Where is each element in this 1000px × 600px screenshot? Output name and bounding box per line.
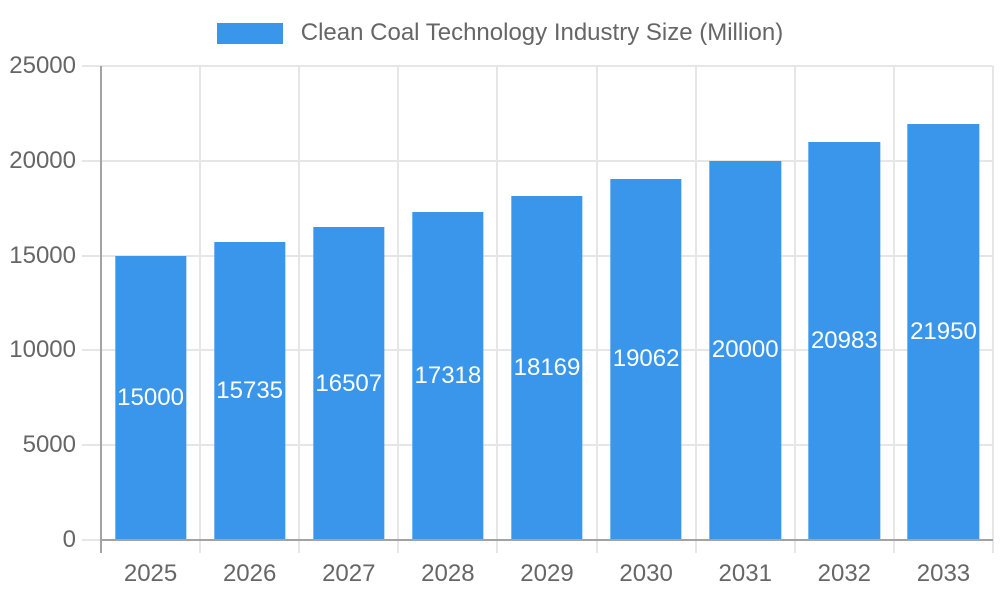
x-tick-label: 2027 [322, 560, 376, 587]
vertical-gridline [992, 66, 994, 553]
bar-value-label: 20983 [810, 327, 878, 355]
chart-legend-item[interactable]: Clean Coal Technology Industry Size (Mil… [0, 19, 1000, 47]
vertical-gridline [793, 66, 796, 553]
x-tick-label: 2032 [817, 560, 872, 587]
bar-value-label: 21950 [910, 317, 977, 345]
x-tick-label: 2025 [123, 560, 178, 587]
bar-value-label: 17318 [414, 361, 482, 389]
x-tick-label: 2029 [520, 560, 574, 587]
bar-2026[interactable] [213, 241, 286, 540]
bar-2031[interactable] [709, 160, 781, 540]
vertical-gridline [397, 66, 400, 553]
bar-2027[interactable] [313, 227, 385, 540]
horizontal-gridline [101, 65, 993, 67]
vertical-gridline [694, 66, 697, 553]
bar-2029[interactable] [511, 195, 583, 540]
y-tick-label: 25000 [9, 52, 76, 79]
horizontal-gridline [101, 159, 993, 162]
y-axis-tick [82, 254, 101, 257]
y-axis-tick [82, 65, 101, 67]
bar-value-label: 15000 [117, 383, 184, 411]
legend-color-swatch [216, 22, 283, 44]
y-tick-label: 5000 [22, 431, 76, 459]
bar-value-label: 15735 [216, 376, 284, 404]
plot-area: 0 5000 10000 15000 20000 25000 15000 2025 15735 2… [9, 52, 994, 587]
x-tick-label: 2033 [916, 560, 971, 587]
x-tick-label: 2028 [421, 560, 475, 587]
bar-2033[interactable] [907, 123, 980, 540]
vertical-gridline [298, 66, 301, 553]
x-tick-label: 2031 [718, 560, 772, 587]
vertical-gridline [595, 66, 598, 553]
bar-2028[interactable] [412, 211, 484, 540]
y-axis-tick [82, 444, 101, 447]
bar-2030[interactable] [610, 178, 682, 540]
bar-2025[interactable] [114, 255, 187, 540]
bar-2032[interactable] [808, 142, 881, 540]
x-axis-line [101, 539, 993, 541]
bar-value-label: 20000 [711, 336, 779, 364]
y-tick-label: 20000 [9, 146, 76, 174]
y-tick-label: 15000 [9, 241, 76, 269]
y-axis-line [100, 66, 102, 553]
y-tick-label: 10000 [9, 336, 76, 364]
vertical-gridline [892, 66, 895, 553]
y-axis-tick [82, 159, 101, 162]
vertical-gridline [199, 66, 202, 553]
bar-value-label: 18169 [513, 353, 581, 381]
y-tick-label: 0 [62, 526, 76, 553]
legend-label: Clean Coal Technology Industry Size (Mil… [300, 19, 784, 46]
y-axis-tick [82, 349, 101, 352]
y-axis-tick [82, 539, 101, 541]
vertical-gridline [496, 66, 499, 553]
bar-value-label: 16507 [315, 369, 383, 397]
x-tick-label: 2030 [619, 560, 673, 587]
x-tick-label: 2026 [222, 560, 277, 587]
bar-value-label: 19062 [612, 345, 680, 373]
